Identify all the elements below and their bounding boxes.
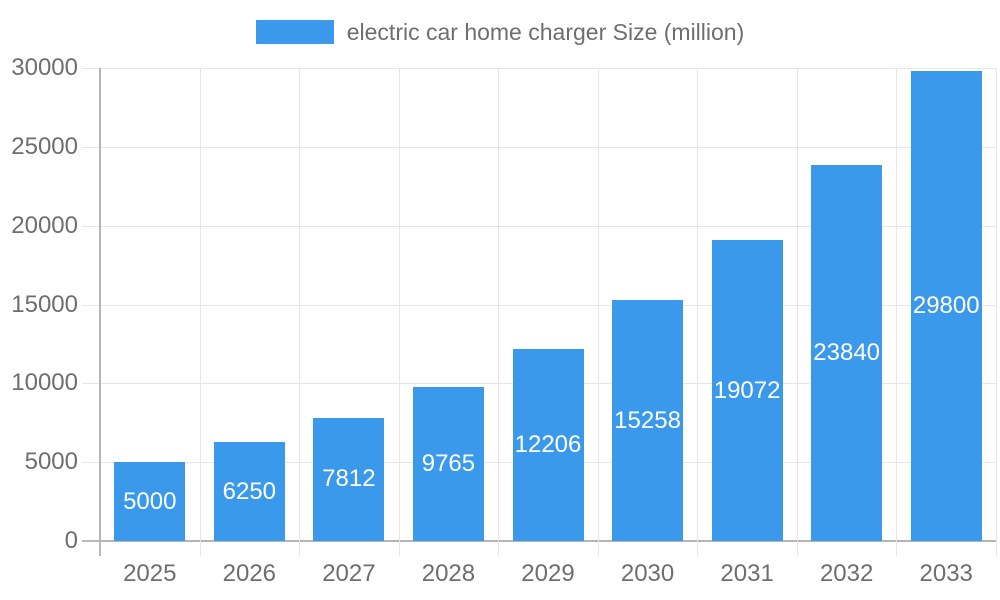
bar-value-label: 12206 bbox=[514, 430, 582, 458]
bar-2027[interactable]: 7812 bbox=[313, 417, 385, 541]
bar-2030[interactable]: 15258 bbox=[612, 300, 684, 541]
gridline-vertical bbox=[498, 68, 500, 541]
bar-value-label: 19072 bbox=[713, 376, 781, 404]
bar-value-label: 23840 bbox=[813, 339, 881, 367]
x-tick-label-2027: 2027 bbox=[322, 560, 376, 587]
y-axis-tick bbox=[82, 304, 100, 306]
bar-2028[interactable]: 9765 bbox=[412, 387, 484, 541]
legend-swatch-icon bbox=[255, 20, 334, 44]
bar-2032[interactable]: 23840 bbox=[811, 165, 883, 541]
x-tick-label-2025: 2025 bbox=[123, 560, 177, 587]
y-axis-tick-zero bbox=[82, 540, 100, 542]
gridline-horizontal bbox=[100, 304, 996, 306]
y-axis-tick bbox=[82, 225, 100, 227]
bar-2033[interactable]: 29800 bbox=[910, 71, 982, 541]
x-tick-label-2032: 2032 bbox=[819, 560, 874, 587]
gridline-horizontal bbox=[100, 146, 996, 148]
y-axis-line bbox=[99, 68, 101, 541]
x-axis-tick bbox=[896, 541, 898, 556]
x-axis-tick bbox=[498, 541, 500, 556]
y-tick-label: 0 bbox=[64, 527, 78, 554]
legend[interactable]: electric car home charger Size (million) bbox=[0, 18, 1000, 46]
x-tick-label-2031: 2031 bbox=[720, 560, 774, 587]
gridline-vertical bbox=[996, 68, 997, 541]
gridline-vertical bbox=[697, 68, 699, 541]
y-tick-label: 15000 bbox=[11, 290, 78, 318]
legend-label: electric car home charger Size (million) bbox=[346, 18, 745, 45]
y-tick-label: 5000 bbox=[24, 448, 78, 476]
bar-value-label: 5000 bbox=[123, 487, 177, 515]
y-axis-tick bbox=[82, 383, 100, 385]
gridline-vertical bbox=[896, 68, 898, 541]
gridline-horizontal bbox=[100, 68, 996, 69]
y-tick-label: 20000 bbox=[11, 211, 78, 239]
bar-2029[interactable]: 12206 bbox=[512, 348, 584, 541]
x-axis-tick bbox=[597, 541, 599, 556]
bar-2031[interactable]: 19072 bbox=[711, 240, 783, 541]
gridline-vertical bbox=[299, 68, 301, 541]
x-axis-tick bbox=[398, 541, 400, 556]
x-tick-label-2030: 2030 bbox=[620, 560, 675, 587]
x-axis-tick-zero bbox=[99, 541, 101, 556]
y-tick-label: 10000 bbox=[11, 369, 78, 397]
x-axis-tick bbox=[199, 541, 201, 556]
gridline-horizontal bbox=[100, 225, 996, 227]
gridline-vertical bbox=[796, 68, 798, 541]
x-tick-label-2028: 2028 bbox=[421, 560, 476, 587]
bar-value-label: 6250 bbox=[222, 477, 277, 505]
x-axis-tick bbox=[299, 541, 301, 556]
gridline-vertical bbox=[398, 68, 400, 541]
bar-2025[interactable]: 5000 bbox=[114, 462, 186, 541]
x-tick-label-2026: 2026 bbox=[222, 560, 277, 587]
y-tick-label: 25000 bbox=[11, 132, 78, 160]
x-axis-tick bbox=[697, 541, 699, 556]
gridline-vertical bbox=[199, 68, 201, 541]
gridline-vertical bbox=[597, 68, 599, 541]
bar-value-label: 9765 bbox=[421, 450, 476, 477]
x-tick-label-2029: 2029 bbox=[521, 560, 575, 587]
x-axis-line bbox=[100, 540, 996, 542]
bar-value-label: 29800 bbox=[912, 292, 980, 320]
x-axis-tick bbox=[996, 541, 997, 556]
bar-2026[interactable]: 6250 bbox=[213, 442, 285, 541]
y-axis-tick bbox=[82, 68, 100, 69]
x-tick-label-2033: 2033 bbox=[919, 560, 973, 587]
bar-value-label: 7812 bbox=[322, 465, 376, 493]
y-tick-label: 30000 bbox=[11, 54, 78, 81]
bar-value-label: 15258 bbox=[614, 406, 681, 434]
y-axis-tick bbox=[82, 462, 100, 464]
x-axis-tick bbox=[796, 541, 798, 556]
y-axis-tick bbox=[82, 146, 100, 148]
